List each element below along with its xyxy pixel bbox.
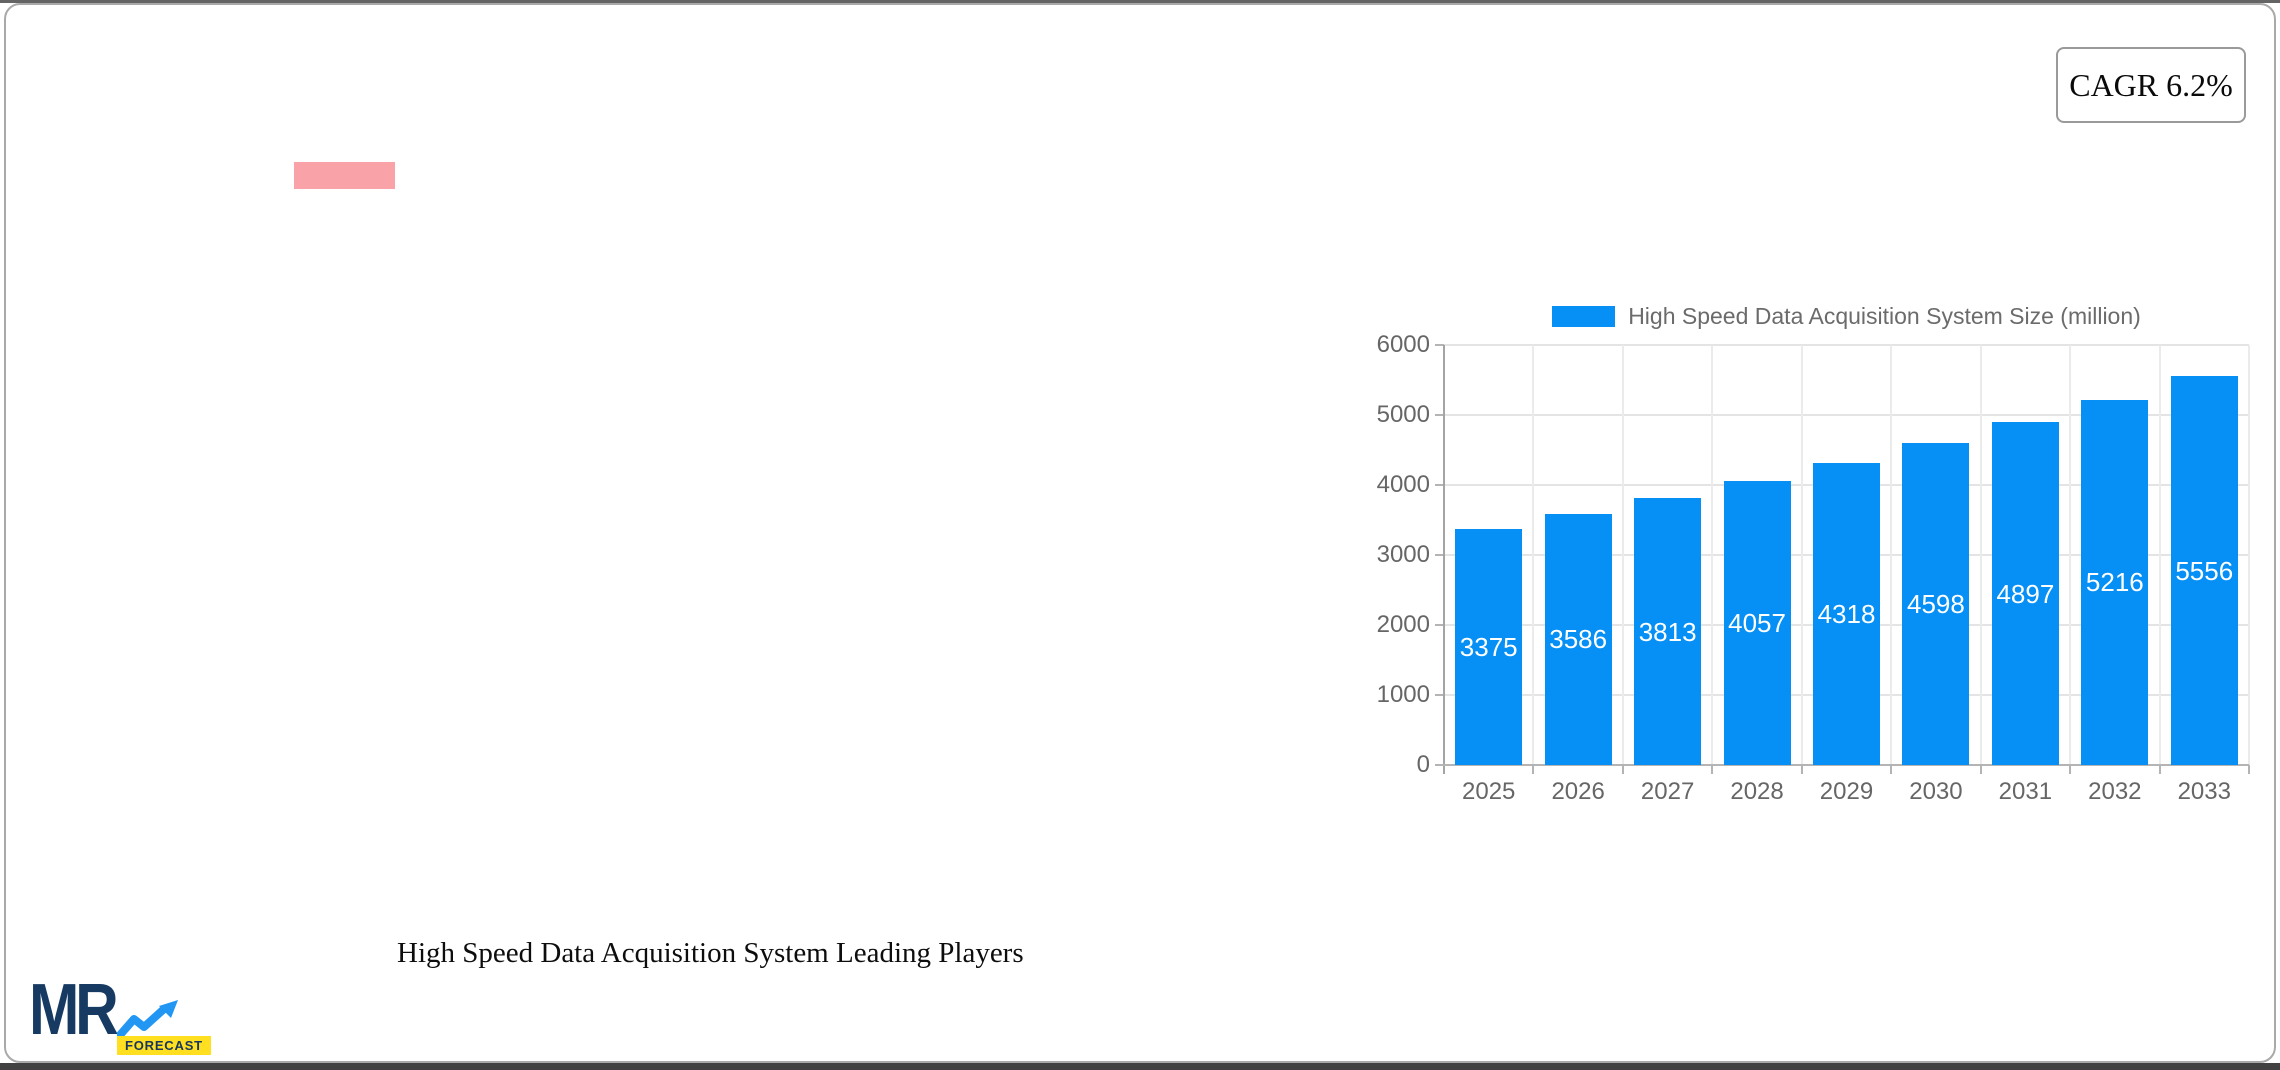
x-axis-tick-label: 2025	[1462, 778, 1516, 805]
y-axis-tick-label: 5000	[1376, 401, 1430, 428]
x-tick-mark	[2248, 765, 2250, 774]
x-tick-mark	[1890, 765, 1893, 774]
bar-value-label: 3375	[1459, 631, 1518, 662]
bar-2027	[1634, 498, 1702, 765]
x-axis-line	[1435, 764, 2249, 766]
x-gridline	[1532, 345, 1535, 765]
cagr-label: CAGR 6.2%	[2069, 66, 2233, 103]
y-axis-tick-label: 3000	[1376, 541, 1430, 568]
y-tick-mark	[1435, 414, 1444, 416]
x-gridline	[2248, 345, 2250, 765]
x-axis-tick-label: 2032	[2088, 778, 2142, 805]
x-axis-tick-label: 2029	[1819, 778, 1874, 805]
x-axis-tick-label: 2026	[1551, 778, 1605, 805]
x-gridline	[2069, 345, 2072, 765]
x-tick-mark	[1800, 765, 1803, 774]
x-gridline	[1800, 345, 1803, 765]
bar-value-label: 3586	[1549, 624, 1608, 655]
bar-2031	[1991, 422, 2059, 765]
bar-value-label: 5556	[2175, 555, 2234, 586]
legend-label: High Speed Data Acquisition System Size …	[1628, 303, 2141, 329]
bar-2025	[1455, 528, 1523, 765]
top-edge-strip	[0, 0, 2280, 3]
bar-2033	[2170, 376, 2238, 765]
x-axis-tick-label: 2027	[1640, 778, 1695, 805]
bar-value-label: 5216	[2085, 567, 2144, 598]
y-axis-tick-label: 2000	[1376, 611, 1430, 638]
bar-2026	[1544, 513, 1612, 765]
bottom-edge-strip	[0, 1063, 2280, 1070]
x-tick-mark	[1621, 765, 1624, 774]
x-axis-tick-label: 2031	[1998, 778, 2053, 805]
y-axis-tick-label: 6000	[1376, 331, 1430, 358]
trend-arrow-icon	[117, 1000, 178, 1039]
y-tick-mark	[1435, 694, 1444, 696]
x-axis-tick-label: 2030	[1909, 778, 1963, 805]
x-tick-mark	[2069, 765, 2072, 774]
y-gridline	[1444, 344, 2249, 346]
y-tick-mark	[1435, 624, 1444, 626]
logo-mr-text: MR	[29, 970, 119, 1050]
y-gridline	[1444, 414, 2249, 416]
x-axis-tick-label: 2028	[1730, 778, 1784, 805]
legend-color-swatch	[1552, 306, 1616, 327]
bar-2029	[1813, 462, 1880, 765]
x-tick-mark	[2158, 765, 2161, 774]
bar-chart: High Speed Data Acquisition System Size …	[1376, 295, 2271, 840]
y-axis-tick-label: 0	[1416, 751, 1430, 778]
x-axis-tick-label: 2033	[2177, 778, 2231, 805]
bar-value-label: 4897	[1996, 578, 2055, 609]
y-axis-line	[1443, 345, 1445, 774]
bar-value-label: 4598	[1907, 589, 1965, 620]
y-tick-mark	[1435, 554, 1444, 556]
mr-forecast-logo: MR FORECAST	[29, 974, 211, 1056]
bar-value-label: 4318	[1817, 598, 1876, 629]
bar-2032	[2081, 399, 2149, 765]
x-tick-mark	[1532, 765, 1535, 774]
y-tick-mark	[1435, 344, 1444, 346]
x-tick-mark	[1979, 765, 1982, 774]
bar-value-label: 3813	[1638, 616, 1697, 647]
x-tick-mark	[1711, 765, 1714, 774]
pink-highlight-swatch	[294, 162, 395, 189]
report-card: CAGR 6.2% High Speed Data Acquisition Sy…	[4, 3, 2276, 1063]
cagr-badge: CAGR 6.2%	[2056, 47, 2246, 123]
bar-value-label: 4057	[1728, 608, 1786, 638]
y-axis-tick-label: 4000	[1376, 471, 1430, 498]
bar-2030	[1902, 443, 1970, 765]
bar-2028	[1723, 481, 1791, 765]
x-gridline	[1979, 345, 1982, 765]
y-tick-mark	[1435, 484, 1444, 486]
x-gridline	[1890, 345, 1893, 765]
x-gridline	[1711, 345, 1714, 765]
x-gridline	[2158, 345, 2161, 765]
logo-forecast-text: FORECAST	[117, 1036, 211, 1055]
x-gridline	[1621, 345, 1624, 765]
y-axis-tick-label: 1000	[1376, 681, 1430, 708]
chart-legend: High Speed Data Acquisition System Size …	[1444, 303, 2249, 330]
bottom-title: High Speed Data Acquisition System Leadi…	[397, 937, 1024, 969]
